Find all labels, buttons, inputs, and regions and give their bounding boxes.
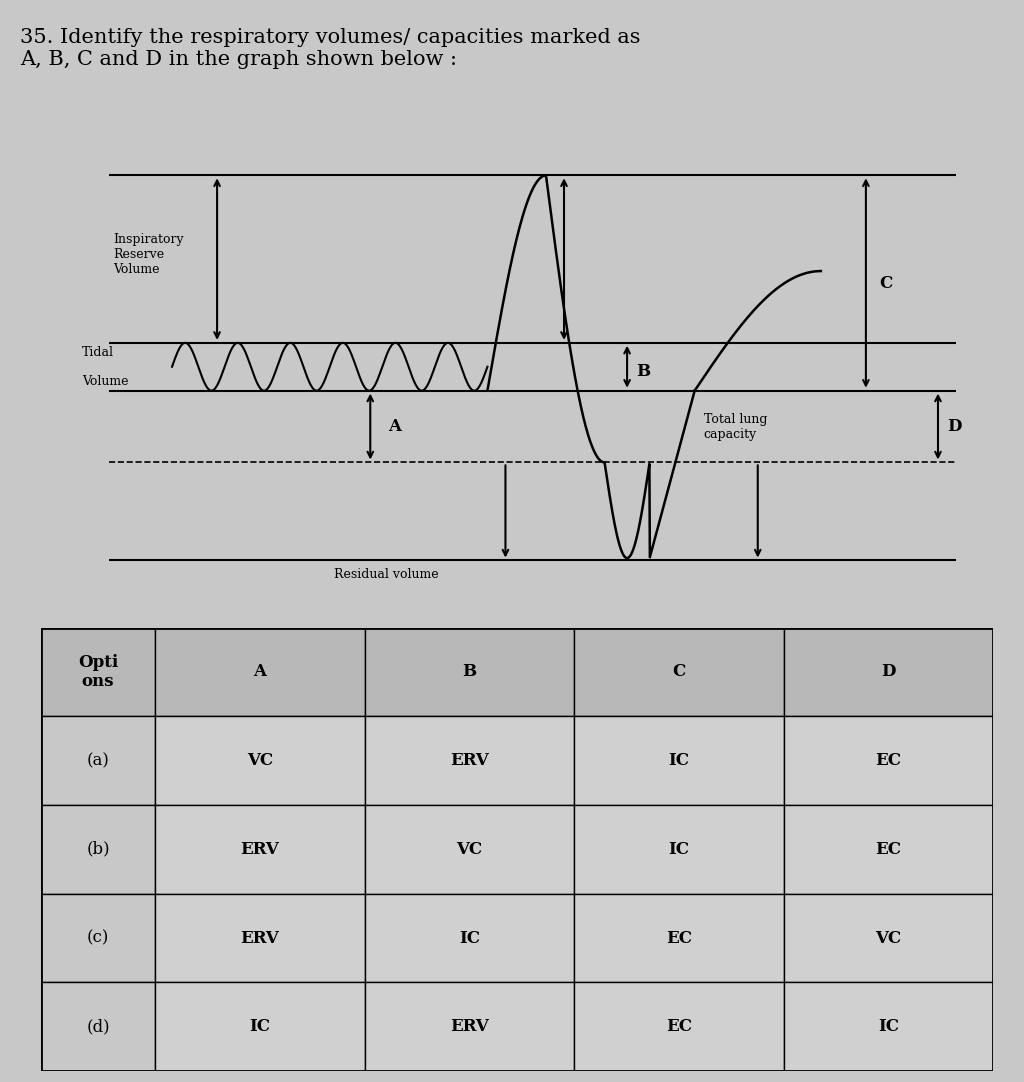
Text: IC: IC bbox=[878, 1018, 899, 1035]
Text: 35. Identify the respiratory volumes/ capacities marked as
A, B, C and D in the : 35. Identify the respiratory volumes/ ca… bbox=[20, 28, 641, 69]
Bar bbox=[574, 894, 783, 982]
Bar bbox=[156, 716, 365, 805]
Text: EC: EC bbox=[876, 752, 901, 769]
Bar bbox=[156, 982, 365, 1071]
Text: Total lung
capacity: Total lung capacity bbox=[703, 412, 767, 440]
Text: VC: VC bbox=[457, 841, 482, 858]
Bar bbox=[365, 982, 574, 1071]
Bar bbox=[365, 894, 574, 982]
Bar bbox=[365, 805, 574, 894]
Text: Opti
ons: Opti ons bbox=[78, 654, 118, 690]
Bar bbox=[41, 982, 156, 1071]
Text: Volume: Volume bbox=[82, 374, 128, 387]
Text: B: B bbox=[463, 663, 476, 681]
Bar bbox=[783, 628, 993, 716]
Bar bbox=[41, 805, 156, 894]
Bar bbox=[41, 716, 156, 805]
Text: ERV: ERV bbox=[241, 841, 280, 858]
Text: IC: IC bbox=[250, 1018, 270, 1035]
Bar bbox=[783, 805, 993, 894]
Text: C: C bbox=[673, 663, 686, 681]
Bar bbox=[574, 716, 783, 805]
Text: D: D bbox=[882, 663, 896, 681]
Bar bbox=[156, 805, 365, 894]
Text: Tidal: Tidal bbox=[82, 346, 114, 359]
Text: VC: VC bbox=[876, 929, 901, 947]
Bar bbox=[156, 894, 365, 982]
Text: C: C bbox=[880, 275, 893, 291]
Text: IC: IC bbox=[669, 752, 689, 769]
Bar bbox=[41, 628, 156, 716]
Text: EC: EC bbox=[666, 1018, 692, 1035]
Text: IC: IC bbox=[459, 929, 480, 947]
Bar bbox=[156, 628, 365, 716]
Bar bbox=[574, 982, 783, 1071]
Text: VC: VC bbox=[247, 752, 273, 769]
Bar bbox=[783, 716, 993, 805]
Bar bbox=[574, 805, 783, 894]
Bar bbox=[365, 628, 574, 716]
Bar bbox=[365, 716, 574, 805]
Text: Inspiratory
Reserve
Volume: Inspiratory Reserve Volume bbox=[114, 233, 184, 276]
Text: IC: IC bbox=[669, 841, 689, 858]
Bar bbox=[783, 982, 993, 1071]
Text: ERV: ERV bbox=[241, 929, 280, 947]
Text: B: B bbox=[636, 364, 650, 380]
Bar bbox=[783, 894, 993, 982]
Text: A: A bbox=[254, 663, 266, 681]
Text: EC: EC bbox=[666, 929, 692, 947]
Text: ERV: ERV bbox=[451, 1018, 488, 1035]
Text: ERV: ERV bbox=[451, 752, 488, 769]
Text: Residual volume: Residual volume bbox=[334, 568, 439, 581]
Bar bbox=[41, 894, 156, 982]
Text: (c): (c) bbox=[87, 929, 110, 947]
Text: (a): (a) bbox=[87, 752, 110, 769]
Text: D: D bbox=[947, 418, 962, 435]
Text: EC: EC bbox=[876, 841, 901, 858]
Bar bbox=[574, 628, 783, 716]
Text: (b): (b) bbox=[86, 841, 110, 858]
Text: A: A bbox=[388, 418, 401, 435]
Text: (d): (d) bbox=[86, 1018, 110, 1035]
